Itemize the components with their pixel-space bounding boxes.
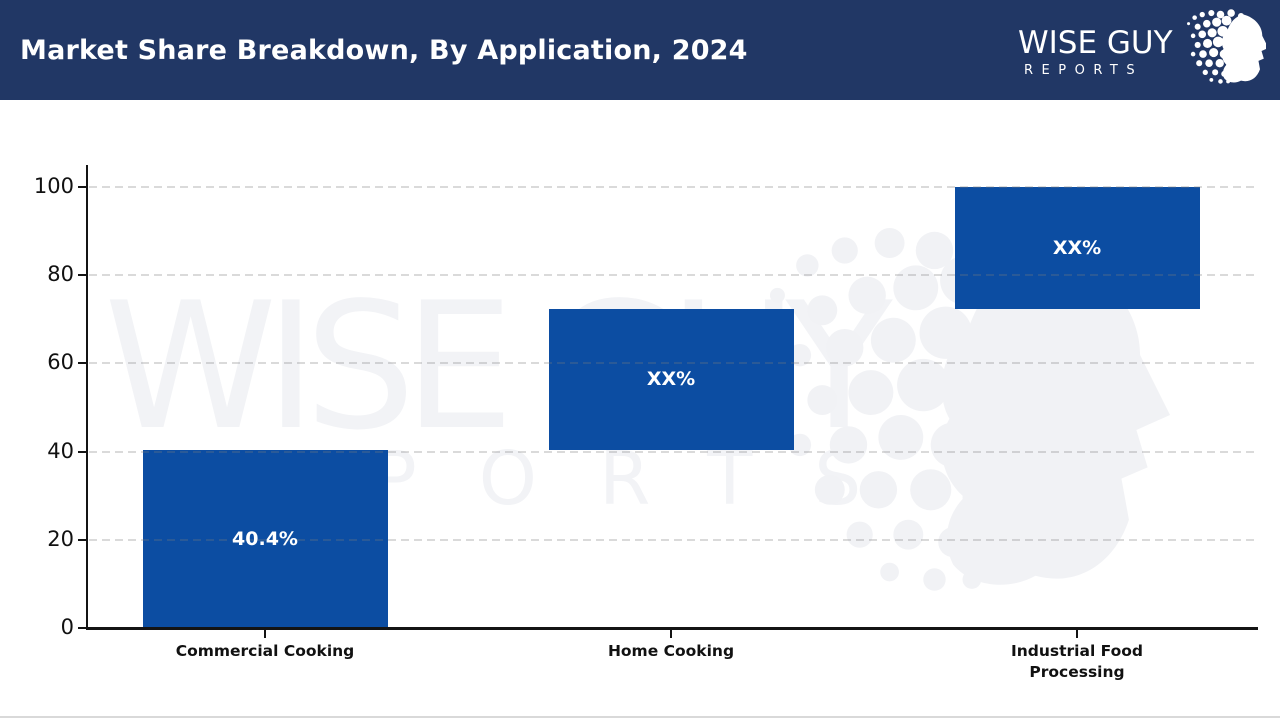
y-tick-label: 20 bbox=[47, 526, 74, 551]
x-tick-mark bbox=[264, 630, 266, 638]
bar-segment bbox=[142, 449, 388, 628]
y-tick-mark bbox=[78, 450, 87, 453]
wise-guy-reports-logo: WISE GUY REPORTS bbox=[1018, 9, 1266, 84]
y-tick-mark bbox=[78, 627, 87, 629]
y-tick-label: 0 bbox=[60, 615, 74, 639]
y-tick-mark bbox=[78, 186, 87, 188]
gridline bbox=[89, 274, 1257, 277]
bar-segment bbox=[954, 187, 1200, 309]
y-tick-label: 100 bbox=[33, 174, 74, 198]
x-category-label: Commercial Cooking bbox=[175, 642, 355, 660]
x-category-label: Industrial Food Processing bbox=[1010, 642, 1144, 681]
x-tick-mark bbox=[1076, 630, 1078, 638]
header-bar: Market Share Breakdown, By Application, … bbox=[0, 0, 1280, 100]
bar-segment bbox=[548, 308, 794, 450]
logo-reports-text: REPORTS bbox=[1024, 63, 1143, 78]
logo-wordmark: WISE GUY bbox=[1018, 25, 1173, 61]
gridline bbox=[89, 450, 1257, 453]
gridline bbox=[89, 538, 1257, 541]
x-category-label: Home Cooking bbox=[607, 642, 735, 660]
x-axis-line bbox=[86, 627, 1258, 630]
y-tick-mark bbox=[78, 538, 87, 541]
gridline bbox=[89, 362, 1257, 365]
x-tick-mark bbox=[670, 630, 672, 638]
y-tick-mark bbox=[78, 362, 87, 365]
y-tick-label: 80 bbox=[47, 262, 74, 287]
gridline bbox=[89, 186, 1257, 188]
chart-title: Market Share Breakdown, By Application, … bbox=[20, 34, 748, 66]
bar-value-label: XX% bbox=[646, 368, 696, 391]
footer-divider bbox=[0, 716, 1280, 718]
y-tick-mark bbox=[78, 274, 87, 277]
y-axis-line bbox=[86, 165, 88, 629]
bar-value-label: XX% bbox=[1052, 236, 1102, 259]
y-tick-label: 60 bbox=[47, 350, 74, 375]
logo-face-dots-icon bbox=[1187, 9, 1266, 84]
bar-value-label: 40.4% bbox=[232, 527, 298, 550]
y-tick-label: 40 bbox=[47, 438, 74, 463]
